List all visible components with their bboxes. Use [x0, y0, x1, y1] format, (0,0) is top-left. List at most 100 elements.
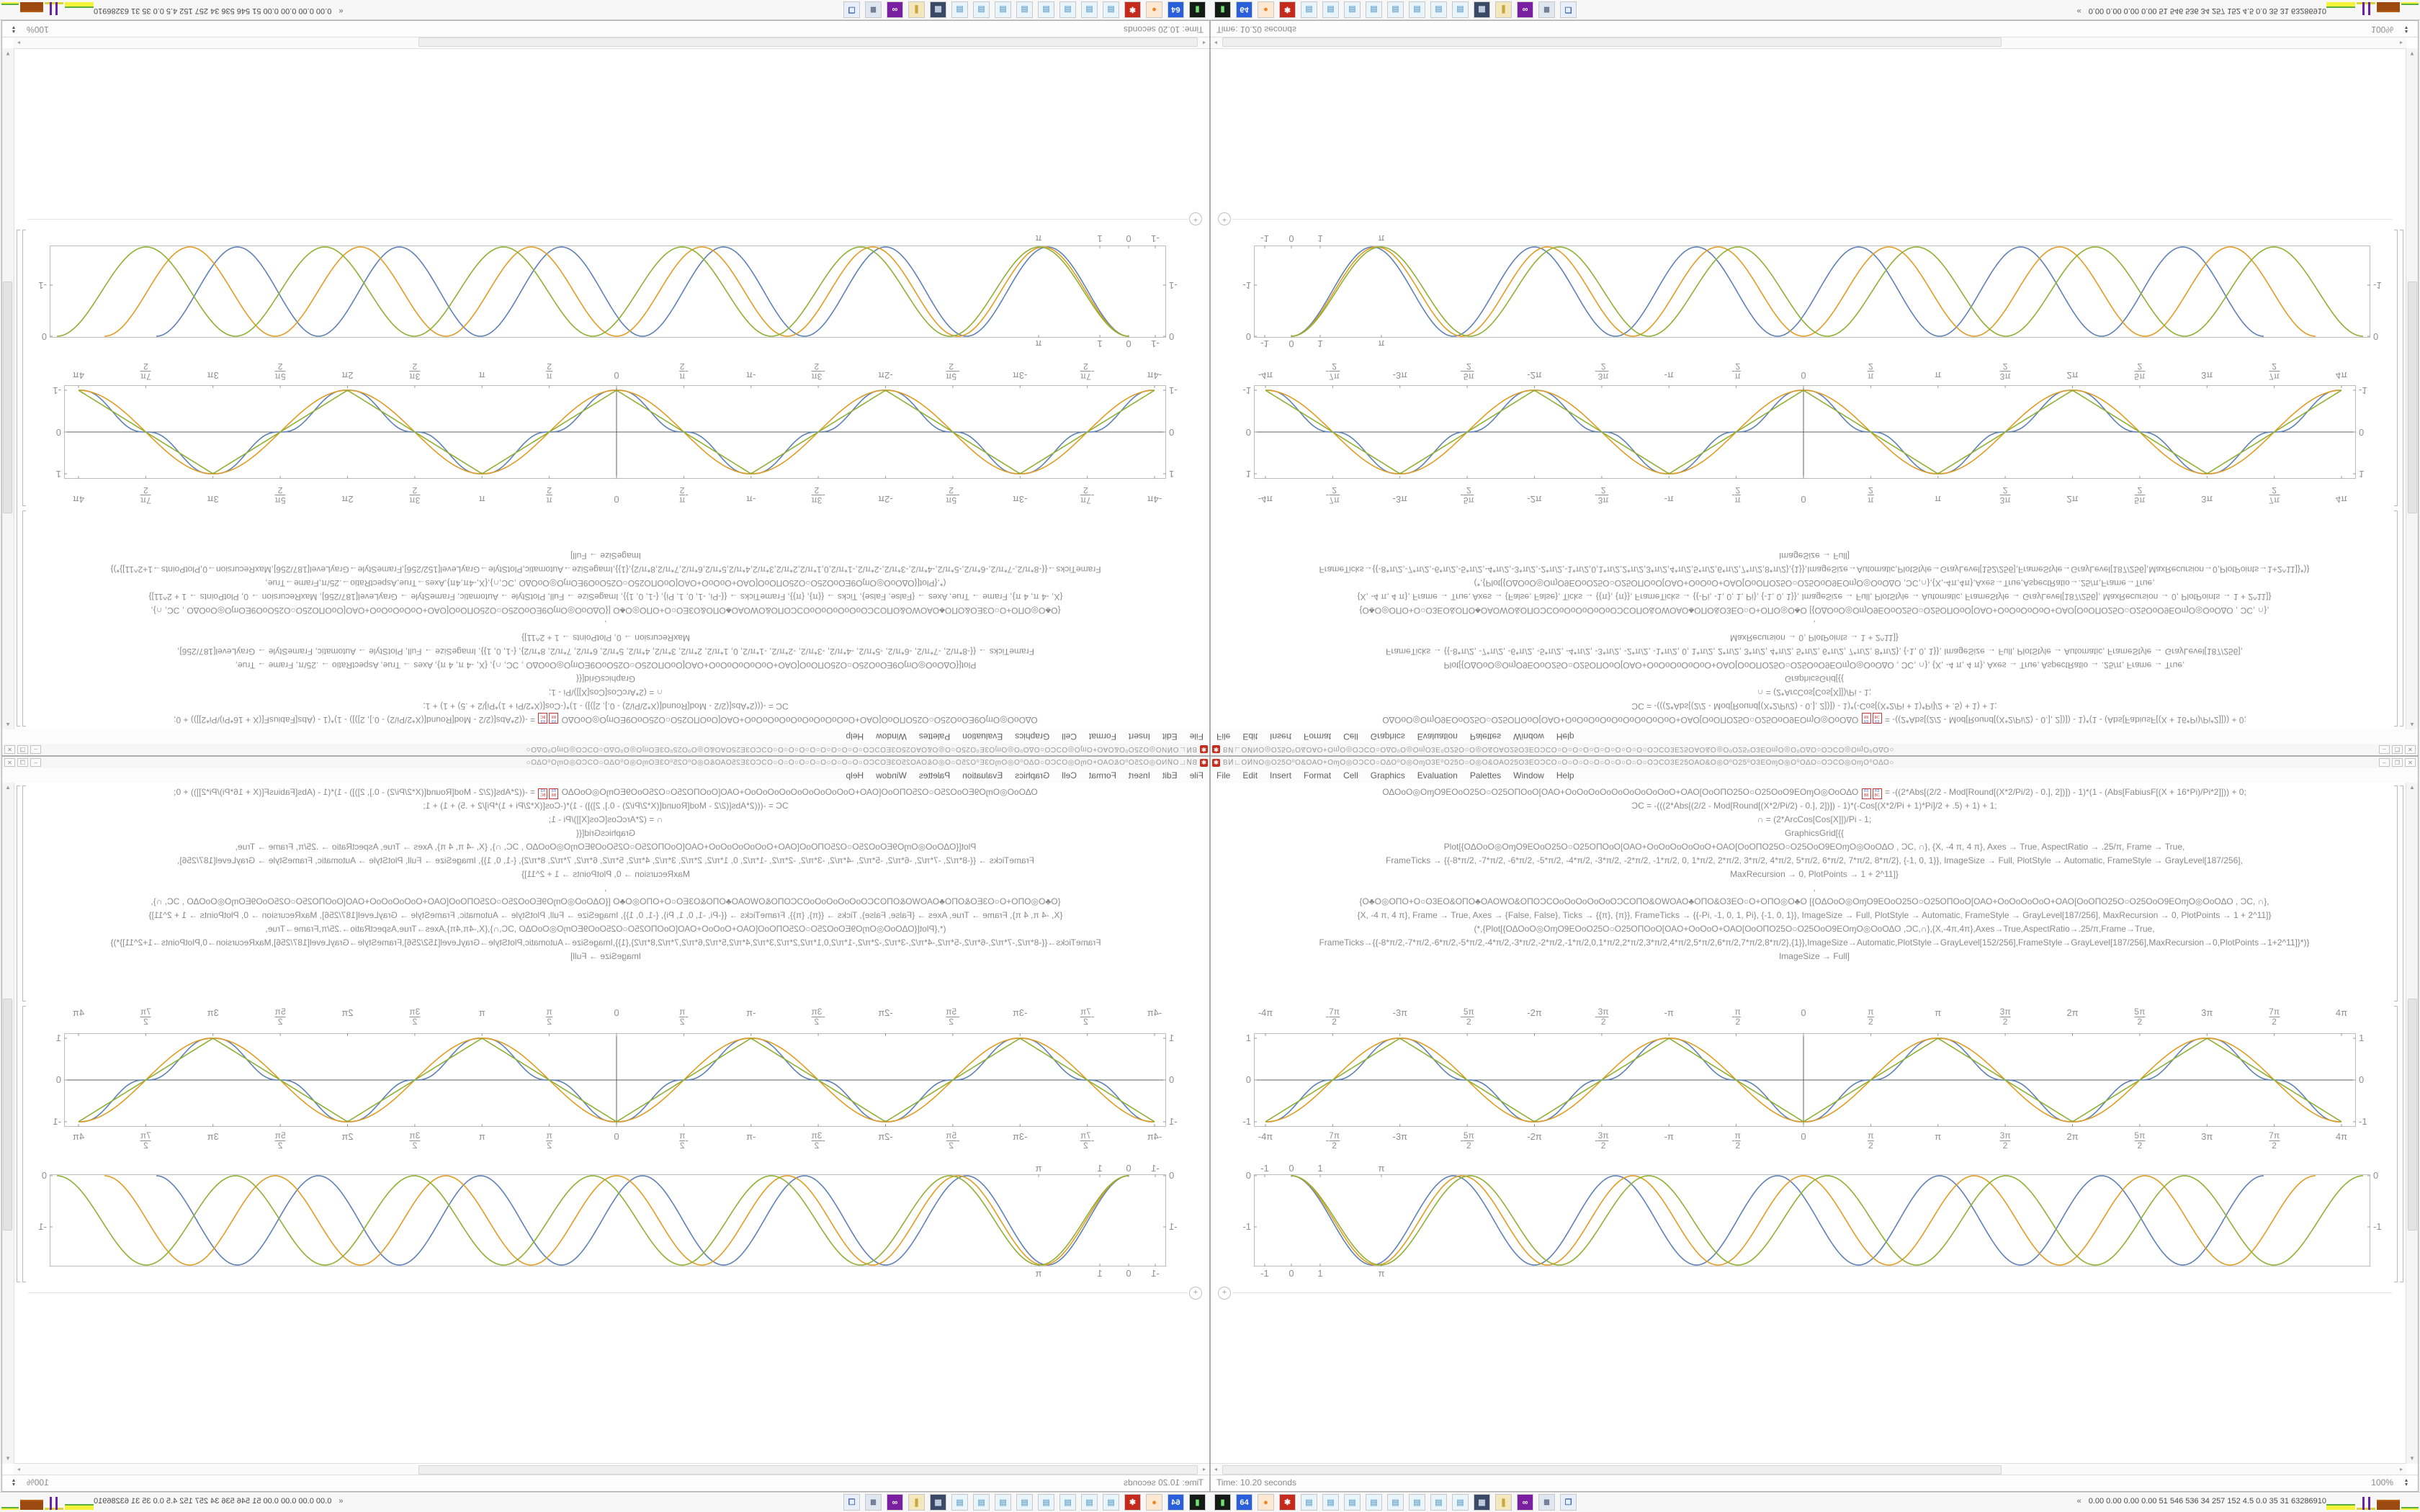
- webcam-monitor-icon[interactable]: ▦: [1474, 1494, 1490, 1511]
- menu-window[interactable]: Window: [1513, 732, 1544, 742]
- horizontal-scrollbar[interactable]: ◂ ▸: [1211, 37, 2406, 49]
- notepad-icon[interactable]: ▤: [1452, 1494, 1469, 1511]
- titlebar[interactable]: ✱ ΒͶ∟ΟͶΝΟ◎Ο25Ο⁰Ο&ΟΑΟ+ΟɱΟ◎ΟϽCΟ○ΟΔΟ⁰Ο◎ΟɱΟ3…: [1211, 743, 2418, 755]
- webcam-monitor-icon[interactable]: ▦: [930, 1, 946, 18]
- videos-owl-icon[interactable]: ∞: [887, 1, 903, 18]
- menu-file[interactable]: File: [1189, 732, 1204, 742]
- window-app-icon[interactable]: ❐: [1560, 1, 1577, 18]
- chevron-icon[interactable]: «: [2076, 1497, 2081, 1506]
- notepad-icon[interactable]: ▤: [1344, 1, 1361, 18]
- notepad-icon[interactable]: ▤: [1103, 1494, 1119, 1511]
- cell-bracket-group[interactable]: [2400, 786, 2403, 1282]
- close-button[interactable]: ✕: [2405, 758, 2416, 767]
- window-app-icon[interactable]: ❐: [843, 1494, 860, 1511]
- mathematica-gear-icon[interactable]: ✱: [1279, 1494, 1296, 1511]
- chevron-icon[interactable]: «: [2076, 6, 2081, 15]
- horizontal-scrollbar[interactable]: ◂ ▸: [14, 37, 1209, 49]
- scroll-down-icon[interactable]: ▼: [2409, 1455, 2415, 1462]
- scroll-right-icon[interactable]: ▸: [2399, 40, 2403, 46]
- horizontal-scrollbar[interactable]: ◂ ▸: [1211, 1463, 2406, 1475]
- cell-bracket-input[interactable]: [22, 510, 26, 726]
- scroll-up-icon[interactable]: ▲: [2409, 784, 2415, 791]
- firefox-icon[interactable]: ●: [1146, 1494, 1162, 1511]
- cell-bracket-group[interactable]: [17, 786, 20, 1282]
- insert-plus-icon[interactable]: +: [1189, 1287, 1202, 1300]
- menu-evaluation[interactable]: Evaluation: [962, 732, 1003, 742]
- magnification-value[interactable]: 100%: [2371, 24, 2393, 35]
- notepad-icon[interactable]: ▤: [1322, 1494, 1339, 1511]
- menu-help[interactable]: Help: [846, 770, 864, 780]
- notepad-icon[interactable]: ▤: [951, 1, 968, 18]
- horizontal-scroll-thumb[interactable]: [418, 1465, 1198, 1475]
- menu-window[interactable]: Window: [876, 770, 907, 780]
- terminal-icon[interactable]: ▮: [1214, 1494, 1231, 1511]
- close-button[interactable]: ✕: [4, 758, 15, 767]
- scroll-left-icon[interactable]: ◂: [1203, 40, 1206, 46]
- notepad-icon[interactable]: ▤: [995, 1, 1011, 18]
- minimize-button[interactable]: ‒: [30, 745, 41, 754]
- vertical-scroll-thumb[interactable]: [2408, 282, 2417, 513]
- scroll-down-icon[interactable]: ▼: [5, 50, 11, 57]
- menu-format[interactable]: Format: [1304, 770, 1332, 780]
- firefox-icon[interactable]: ●: [1258, 1494, 1274, 1511]
- chevron-icon[interactable]: «: [339, 1497, 344, 1506]
- vertical-scroll-thumb[interactable]: [3, 282, 12, 513]
- menu-palettes[interactable]: Palettes: [1469, 770, 1502, 780]
- scroll-icon[interactable]: ≣: [1538, 1, 1555, 18]
- menu-cell[interactable]: Cell: [1343, 770, 1358, 780]
- notepad-icon[interactable]: ▤: [1016, 1, 1033, 18]
- menu-cell[interactable]: Cell: [1343, 732, 1358, 742]
- notepad-icon[interactable]: ▤: [973, 1494, 990, 1511]
- scroll-up-icon[interactable]: ▲: [5, 784, 11, 791]
- terminal-icon[interactable]: ▮: [1214, 1, 1231, 18]
- cell-bracket-input[interactable]: [22, 786, 26, 1002]
- menu-edit[interactable]: Edit: [1242, 732, 1258, 742]
- menu-insert[interactable]: Insert: [1128, 770, 1150, 780]
- notepad-icon[interactable]: ▤: [1301, 1494, 1317, 1511]
- menu-window[interactable]: Window: [876, 732, 907, 742]
- menu-insert[interactable]: Insert: [1270, 770, 1292, 780]
- insert-cell-bar[interactable]: +: [28, 1287, 1202, 1300]
- menu-format[interactable]: Format: [1304, 732, 1332, 742]
- menu-palettes[interactable]: Palettes: [918, 732, 951, 742]
- menu-file[interactable]: File: [1189, 770, 1204, 780]
- input-cell[interactable]: ΟΔΟοΟ◎ΟɱΟ9ΕΟοΟ25Ο○Ο25ΟΠΟοΟ[ΟΑΟ+ΟοΟοΟοΟοΟ…: [44, 786, 1168, 963]
- notepad-icon[interactable]: ▤: [1322, 1, 1339, 18]
- titlebar[interactable]: ✱ ΒͶ∟ΟͶΝΟ◎Ο25Ο⁰Ο&ΟΑΟ+ΟɱΟ◎ΟϽCΟ○ΟΔΟ⁰Ο◎ΟɱΟ3…: [2, 743, 1209, 755]
- vertical-scroll-thumb[interactable]: [2408, 999, 2417, 1230]
- folder-icon[interactable]: ❚: [908, 1, 925, 18]
- folder-icon[interactable]: ❚: [908, 1494, 925, 1511]
- notepad-icon[interactable]: ▤: [1409, 1494, 1425, 1511]
- close-button[interactable]: ✕: [2405, 745, 2416, 754]
- cell-bracket-output[interactable]: [22, 1006, 26, 1282]
- menu-palettes[interactable]: Palettes: [918, 770, 951, 780]
- videos-owl-icon[interactable]: ∞: [1517, 1494, 1533, 1511]
- magnification-value[interactable]: 100%: [27, 1477, 49, 1488]
- menu-graphics[interactable]: Graphics: [1370, 732, 1405, 742]
- input-cell[interactable]: ΟΔΟοΟ◎ΟɱΟ9ΕΟοΟ25Ο○Ο25ΟΠΟοΟ[ΟΑΟ+ΟοΟοΟοΟοΟ…: [1252, 549, 2376, 726]
- floppy-64-icon[interactable]: 64: [1236, 1, 1252, 18]
- cell-bracket-output[interactable]: [22, 230, 26, 506]
- menu-cell[interactable]: Cell: [1062, 770, 1077, 780]
- mathematica-gear-icon[interactable]: ✱: [1124, 1, 1141, 18]
- scroll-icon[interactable]: ≣: [865, 1, 882, 18]
- webcam-monitor-icon[interactable]: ▦: [1474, 1, 1490, 18]
- menu-edit[interactable]: Edit: [1162, 770, 1178, 780]
- horizontal-scroll-thumb[interactable]: [1222, 37, 2002, 47]
- notepad-icon[interactable]: ▤: [1366, 1494, 1382, 1511]
- titlebar[interactable]: ✱ ΒͶ∟ΟͶΝΟ◎Ο25Ο⁰Ο&ΟΑΟ+ΟɱΟ◎ΟϽCΟ○ΟΔΟ⁰Ο◎ΟɱΟ3…: [1211, 757, 2418, 769]
- notepad-icon[interactable]: ▤: [995, 1494, 1011, 1511]
- notepad-icon[interactable]: ▤: [1059, 1, 1076, 18]
- cell-bracket-input[interactable]: [2394, 510, 2398, 726]
- menu-window[interactable]: Window: [1513, 770, 1544, 780]
- menu-evaluation[interactable]: Evaluation: [962, 770, 1003, 780]
- vertical-scrollbar[interactable]: ▲ ▼: [2406, 783, 2418, 1464]
- notepad-icon[interactable]: ▤: [1430, 1, 1447, 18]
- titlebar[interactable]: ✱ ΒͶ∟ΟͶΝΟ◎Ο25Ο⁰Ο&ΟΑΟ+ΟɱΟ◎ΟϽCΟ○ΟΔΟ⁰Ο◎ΟɱΟ3…: [2, 757, 1209, 769]
- notepad-icon[interactable]: ▤: [1452, 1, 1469, 18]
- insert-cell-bar[interactable]: +: [28, 212, 1202, 225]
- notepad-icon[interactable]: ▤: [973, 1, 990, 18]
- notebook-area[interactable]: ΟΔΟοΟ◎ΟɱΟ9ΕΟοΟ25Ο○Ο25ΟΠΟοΟ[ΟΑΟ+ΟοΟοΟοΟοΟ…: [14, 783, 1209, 1464]
- webcam-monitor-icon[interactable]: ▦: [930, 1494, 946, 1511]
- notebook-area[interactable]: ΟΔΟοΟ◎ΟɱΟ9ΕΟοΟ25Ο○Ο25ΟΠΟοΟ[ΟΑΟ+ΟοΟοΟοΟοΟ…: [1211, 48, 2406, 729]
